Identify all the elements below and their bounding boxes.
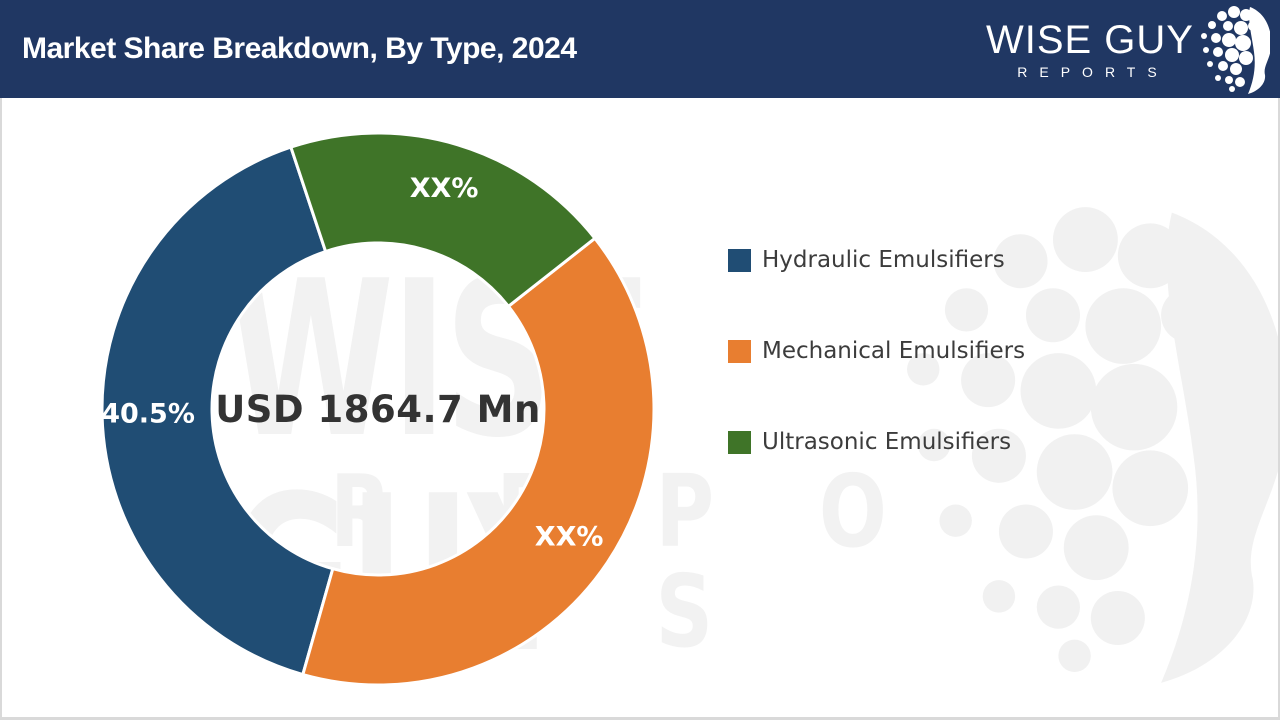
legend-swatch-mechanical (728, 339, 751, 363)
segment-percent-label: 40.5% (101, 399, 195, 430)
page-border-right (1278, 98, 1280, 720)
page-title: Market Share Breakdown, By Type, 2024 (22, 32, 577, 65)
page-border-left (0, 98, 2, 720)
segment-mechanical-emulsifiers (301, 236, 656, 687)
logo-face-icon (1201, 6, 1270, 94)
legend-swatch-ultrasonic (728, 430, 751, 454)
legend-label: Hydraulic Emulsifiers (762, 247, 1005, 273)
legend-item-hydraulic: Hydraulic Emulsifiers (728, 247, 1025, 273)
logo-wordmark: WISE GUY (985, 18, 1194, 62)
legend-label: Mechanical Emulsifiers (762, 338, 1026, 364)
legend-item-mechanical: Mechanical Emulsifiers (728, 338, 1026, 364)
watermark-face-icon (907, 207, 1280, 683)
segment-ultrasonic-emulsifiers (289, 131, 597, 308)
wise-guy-logo: WISE GUY REPORTS (986, 6, 1270, 94)
header-bar: Market Share Breakdown, By Type, 2024 WI… (0, 0, 1280, 98)
segment-percent-label: XX% (410, 173, 479, 204)
logo-subtitle: REPORTS (1017, 64, 1169, 80)
logo-text: WISE GUY REPORTS (986, 20, 1194, 80)
segment-hydraulic-emulsifiers (100, 145, 335, 677)
legend-label: Ultrasonic Emulsifiers (762, 429, 1012, 455)
legend-swatch-hydraulic (728, 248, 751, 272)
legend-item-ultrasonic: Ultrasonic Emulsifiers (728, 429, 1025, 455)
page-border-bottom (0, 717, 1280, 720)
donut-chart-svg: 40.5% XX% XX% (100, 131, 656, 687)
chart-legend: Hydraulic Emulsifiers Mechanical Emulsif… (728, 247, 1026, 521)
donut-chart: 40.5% XX% XX% USD 1864.7 Mn (97, 128, 659, 690)
segment-percent-label: XX% (535, 521, 604, 552)
